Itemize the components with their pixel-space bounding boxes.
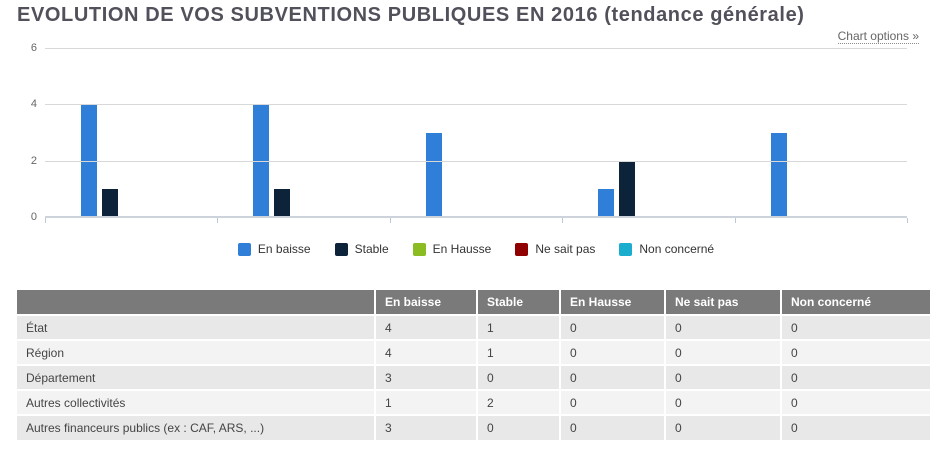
value-cell: 4 [374, 339, 477, 365]
value-cell: 0 [780, 314, 930, 340]
table-header-cell: Stable [476, 290, 560, 315]
bar-stable-e-tat [102, 188, 118, 217]
row-label-cell: Région [17, 339, 375, 365]
value-cell: 0 [780, 414, 930, 440]
legend-item-en-hausse[interactable]: En Hausse [412, 242, 492, 256]
table-header-cell: En Hausse [559, 290, 665, 315]
table-row: Autres collectivités 1 2 0 0 0 [17, 389, 930, 415]
value-cell: 1 [476, 339, 560, 365]
legend-item-en-baisse[interactable]: En baisse [237, 242, 311, 256]
x-axis-tick [45, 218, 46, 223]
results-table-header: En baisse Stable En Hausse Ne sait pas Non c… [17, 290, 930, 315]
value-cell: 0 [780, 339, 930, 365]
table-row: Département 3 0 0 0 0 [17, 364, 930, 390]
x-axis-tick [907, 218, 908, 223]
bar-stable-autres-collectivite-s [619, 160, 636, 217]
bar-en-baisse-autres-financeurs-publics-ex-caf-ars [770, 132, 787, 217]
value-cell: 1 [374, 389, 477, 415]
value-cell: 0 [559, 389, 665, 415]
value-cell: 0 [664, 364, 781, 390]
value-cell: 0 [664, 314, 781, 340]
bar-en-baisse-de-partement [425, 132, 442, 217]
row-label-cell: Autres collectivités [17, 389, 375, 415]
value-cell: 3 [374, 364, 477, 390]
gridline-y2 [45, 160, 907, 162]
table-header-cell: Ne sait pas [664, 290, 781, 315]
legend-swatch-stable [334, 242, 348, 256]
x-axis-tick [389, 218, 391, 223]
x-axis-tick [562, 218, 564, 223]
value-cell: 2 [476, 389, 560, 415]
value-cell: 0 [780, 389, 930, 415]
legend-item-ne-sait-pas[interactable]: Ne sait pas [515, 242, 595, 256]
bar-en-baisse-autres-collectivite-s [598, 188, 615, 217]
value-cell: 0 [476, 414, 560, 440]
row-label-cell: État [17, 314, 375, 340]
value-cell: 4 [374, 314, 477, 340]
table-row: État 4 1 0 0 0 [17, 314, 930, 340]
chart-options-link[interactable]: Chart options » [837, 29, 919, 44]
chart-legend: En baisse Stable En Hausse Ne sait pas Non c… [45, 242, 907, 256]
bar-stable-re-gion [274, 188, 291, 217]
value-cell: 0 [664, 389, 781, 415]
results-table-body: État 4 1 0 0 0 Région 4 1 0 0 0 Département 3 0 0 0 0 Autr… [17, 314, 930, 440]
table-row: Autres financeurs publics (ex : CAF, ARS… [17, 414, 930, 440]
y-axis-tick-label: 6 [30, 42, 37, 54]
gridline-y4 [45, 104, 907, 106]
x-axis-tick [217, 218, 219, 223]
value-cell: 1 [476, 314, 560, 340]
x-axis-line [45, 216, 907, 218]
legend-label: Stable [354, 242, 389, 256]
legend-label: En Hausse [432, 242, 492, 256]
results-table: En baisse Stable En Hausse Ne sait pas Non c… [17, 290, 930, 440]
table-header-row: En baisse Stable En Hausse Ne sait pas Non c… [17, 290, 930, 315]
legend-label: Non concerné [639, 242, 715, 256]
x-axis-tick [734, 218, 736, 223]
page-title: EVOLUTION DE VOS SUBVENTIONS PUBLIQUES E… [17, 4, 805, 26]
value-cell: 0 [780, 364, 930, 390]
value-cell: 0 [664, 414, 781, 440]
table-header-cell [17, 290, 375, 315]
legend-label: Ne sait pas [535, 242, 596, 256]
row-label-cell: Autres financeurs publics (ex : CAF, ARS… [17, 414, 375, 440]
value-cell: 3 [374, 414, 477, 440]
value-cell: 0 [559, 364, 665, 390]
value-cell: 0 [559, 414, 665, 440]
legend-item-non-concerne[interactable]: Non concerné [619, 242, 714, 256]
table-header-cell: Non concerné [780, 290, 930, 315]
table-row: Région 4 1 0 0 0 [17, 339, 930, 365]
row-label-cell: Département [17, 364, 375, 390]
legend-swatch-ne-sait-pas [515, 242, 529, 256]
legend-swatch-non-concerne [619, 242, 633, 256]
value-cell: 0 [664, 339, 781, 365]
legend-label: En baisse [257, 242, 311, 256]
legend-item-stable[interactable]: Stable [334, 242, 389, 256]
gridline-y6 [45, 48, 907, 49]
value-cell: 0 [559, 339, 665, 365]
value-cell: 0 [559, 314, 665, 340]
y-axis-tick-label: 2 [30, 154, 37, 167]
legend-swatch-en-baisse [237, 242, 251, 256]
table-header-cell: En baisse [374, 290, 477, 315]
value-cell: 0 [476, 364, 560, 390]
legend-swatch-en-hausse [412, 242, 426, 256]
y-axis-tick-label: 4 [30, 98, 37, 111]
y-axis-tick-label: 0 [30, 211, 37, 223]
